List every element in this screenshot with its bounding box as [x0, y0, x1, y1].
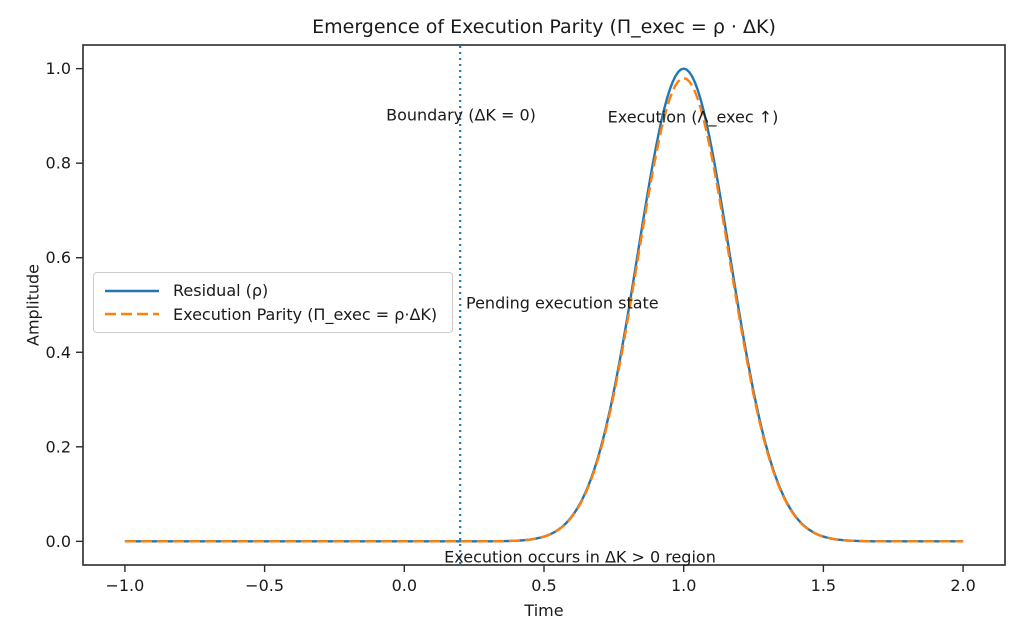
y-tick-label: 1.0 [46, 59, 71, 78]
legend-line-solid-icon [105, 289, 159, 292]
x-tick-label: 2.0 [950, 576, 975, 595]
legend-label-residual: Residual (ρ) [173, 281, 269, 301]
legend: Residual (ρ) Execution Parity (Π_exec = … [93, 272, 453, 333]
annotation-execution-region: Execution occurs in ΔK > 0 region [444, 547, 716, 567]
x-tick-label: 1.0 [671, 576, 696, 595]
x-tick-label: 1.5 [811, 576, 836, 595]
y-tick-label: 0.2 [46, 437, 71, 456]
y-tick-label: 0.0 [46, 532, 71, 551]
annotation-boundary: Boundary (ΔK = 0) [386, 105, 536, 125]
legend-line-dashed-icon [105, 313, 159, 316]
chart-title: Emergence of Execution Parity (Π_exec = … [312, 16, 776, 38]
x-axis-label: Time [524, 601, 564, 620]
x-tick-label: 0.0 [392, 576, 417, 595]
y-tick-label: 0.8 [46, 154, 71, 173]
x-tick-label: −0.5 [245, 576, 284, 595]
annotation-execution: Execution (Λ_exec ↑) [607, 107, 779, 127]
legend-label-execution-parity: Execution Parity (Π_exec = ρ·ΔK) [173, 304, 438, 324]
x-tick-label: −1.0 [105, 576, 144, 595]
y-axis-label: Amplitude [23, 264, 43, 346]
series-line-execution-parity [124, 76, 964, 543]
y-tick-label: 0.4 [46, 343, 71, 362]
annotation-pending-state: Pending execution state [466, 293, 659, 313]
legend-item-residual: Residual (ρ) [104, 281, 442, 300]
y-tick-label: 0.6 [46, 248, 71, 267]
x-tick-label: 0.5 [531, 576, 556, 595]
legend-item-execution-parity: Execution Parity (Π_exec = ρ·ΔK) [104, 305, 442, 324]
